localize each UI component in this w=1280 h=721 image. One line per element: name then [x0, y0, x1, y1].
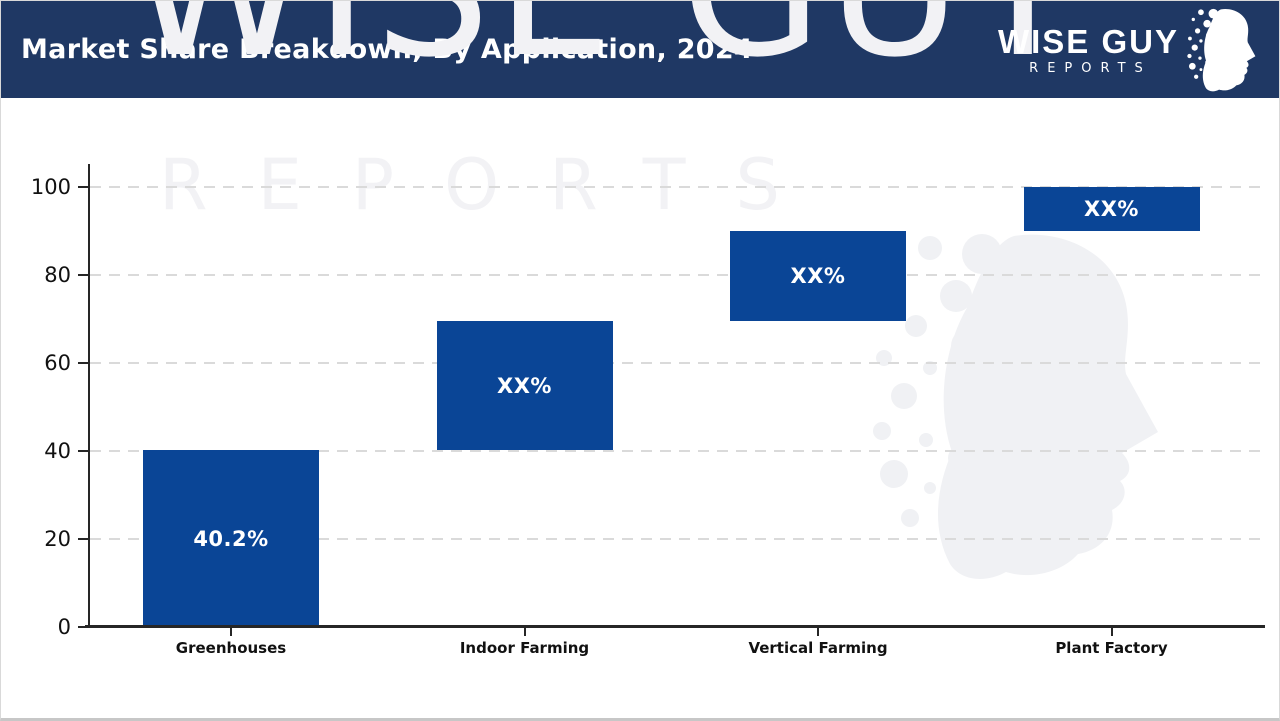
bar-value-label: XX% [1084, 197, 1139, 221]
brand-name: WISE GUY [997, 22, 1179, 60]
y-tick-label: 0 [57, 615, 71, 639]
gridline-100 [90, 186, 1263, 188]
bar-vertical-farming: XX% [730, 231, 906, 322]
watermark-subtext: REPORTS [159, 144, 830, 226]
brand-subname: REPORTS [1029, 60, 1152, 76]
gridline-60 [90, 362, 1263, 364]
bar-value-label: 40.2% [193, 526, 269, 551]
header-bar: Market Share Breakdown, By Application, … [1, 1, 1279, 98]
y-tick-mark [78, 274, 88, 276]
x-tick-mark [523, 628, 526, 636]
gridline-40 [90, 450, 1263, 452]
x-tick-label: Plant Factory [1055, 639, 1168, 657]
y-tick-mark [78, 186, 88, 188]
y-tick-label: 60 [44, 351, 71, 375]
watermark-brand-text: WISE GUY [129, 1, 1084, 97]
x-tick-label: Vertical Farming [748, 639, 888, 657]
bar-greenhouses: 40.2% [143, 450, 319, 627]
y-tick-label: 100 [30, 175, 71, 199]
y-tick-label: 40 [44, 439, 71, 463]
gridline-20 [90, 538, 1263, 540]
y-tick-mark [78, 626, 88, 628]
x-tick-label: Greenhouses [175, 639, 287, 657]
y-tick-mark [78, 450, 88, 452]
y-tick-mark [78, 538, 88, 540]
y-axis [88, 164, 90, 626]
brand-logo-text: WISE GUY REPORTS [998, 25, 1179, 75]
y-tick-mark [78, 362, 88, 364]
page-title: Market Share Breakdown, By Application, … [21, 34, 754, 65]
x-tick-label: Indoor Farming [459, 639, 590, 657]
x-tick-mark [817, 628, 819, 636]
bar-value-label: XX% [497, 373, 552, 398]
gridline-80 [90, 274, 1263, 276]
y-tick-label: 80 [44, 263, 71, 287]
brand-logo: WISE GUY REPORTS [998, 1, 1279, 98]
bar-value-label: XX% [790, 264, 846, 289]
y-tick-label: 20 [44, 527, 71, 551]
bar-indoor-farming: XX% [436, 321, 613, 451]
bar-plant-factory: XX% [1023, 187, 1200, 231]
x-axis [85, 625, 1265, 628]
x-tick-mark [230, 628, 232, 636]
x-tick-mark [1110, 628, 1113, 636]
wiseguy-face-icon [1187, 8, 1256, 91]
